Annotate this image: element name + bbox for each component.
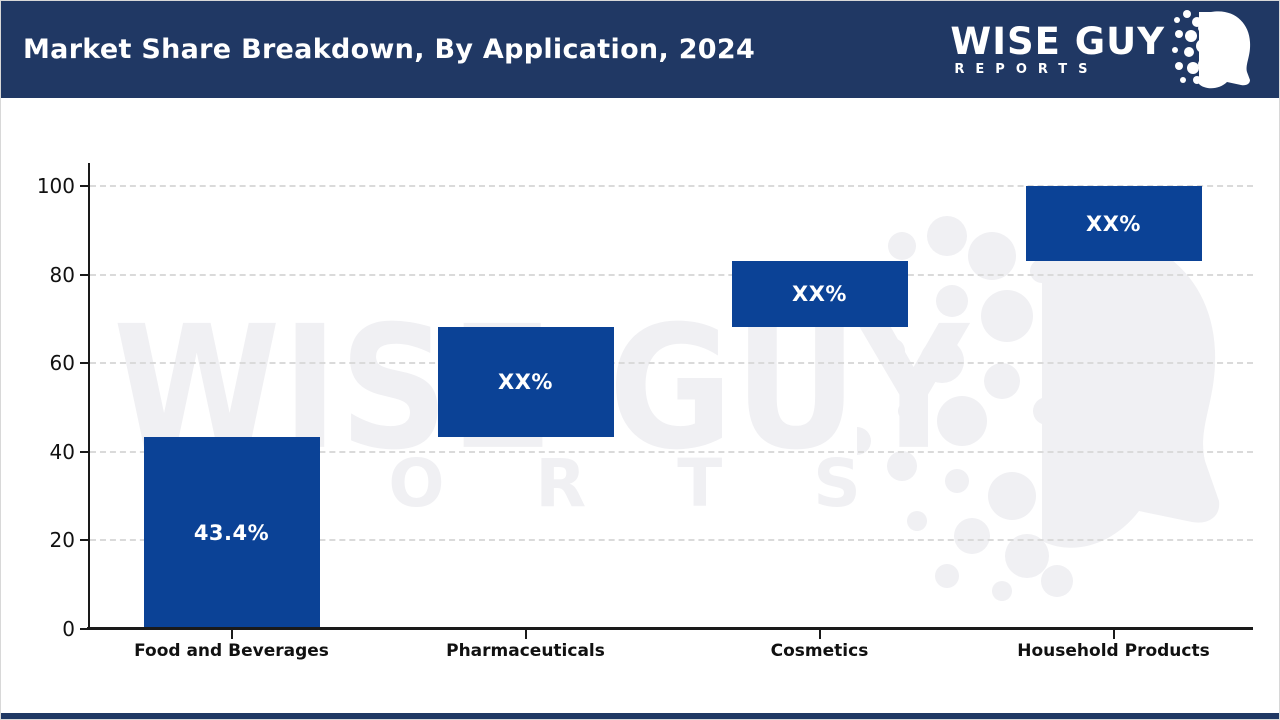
wiseguy-logo-text: WISE GUY REPORTS — [950, 23, 1165, 76]
y-tick-60 — [80, 362, 89, 365]
y-axis-line — [88, 163, 90, 630]
logo-brand-name: WISE GUY — [950, 20, 1165, 63]
x-category-label-household-products: Household Products — [1017, 641, 1210, 661]
y-tick-20 — [80, 539, 89, 542]
bar-value-label: XX% — [1086, 211, 1141, 236]
y-tick-label-40: 40 — [49, 439, 75, 464]
y-tick-100 — [80, 185, 89, 187]
header-bar: Market Share Breakdown, By Application, … — [1, 1, 1279, 98]
x-tick-2 — [524, 630, 527, 639]
logo-brand-subname: REPORTS — [954, 62, 1099, 77]
bar-household-products: XX% — [1025, 186, 1202, 262]
x-category-label-cosmetics: Cosmetics — [770, 641, 869, 661]
gridline-100 — [90, 185, 1253, 187]
y-tick-label-60: 60 — [49, 351, 75, 376]
y-tick-80 — [80, 273, 89, 276]
y-tick-label-0: 0 — [62, 617, 75, 641]
x-tick-3 — [818, 630, 821, 639]
page-title: Market Share Breakdown, By Application, … — [23, 34, 756, 65]
y-tick-0 — [80, 628, 89, 630]
y-tick-label-20: 20 — [49, 528, 75, 553]
x-tick-1 — [230, 630, 233, 639]
gridline-40 — [90, 450, 1253, 453]
wiseguy-head-icon — [1167, 6, 1253, 94]
bar-cosmetics: XX% — [731, 261, 908, 327]
bar-value-label: 43.4% — [193, 520, 270, 545]
footer-bar — [1, 713, 1279, 719]
y-tick-label-80: 80 — [49, 262, 75, 287]
x-axis-line — [87, 627, 1253, 630]
y-tick-label-100: 100 — [36, 174, 75, 198]
wiseguy-logo: WISE GUY REPORTS — [950, 6, 1253, 94]
bar-food-and-beverages: 43.4% — [143, 436, 320, 629]
watermark-head-icon — [843, 211, 1227, 615]
x-category-label-food-and-beverages: Food and Beverages — [134, 641, 329, 661]
watermark-text-line2: P O R T S — [249, 445, 895, 522]
y-tick-40 — [80, 450, 89, 453]
gridline-60 — [90, 362, 1253, 365]
x-category-label-pharmaceuticals: Pharmaceuticals — [446, 641, 605, 661]
gridline-20 — [90, 539, 1253, 542]
bar-value-label: XX% — [498, 369, 553, 394]
bar-pharmaceuticals: XX% — [437, 326, 614, 437]
gridline-80 — [90, 273, 1253, 276]
x-tick-4 — [1112, 630, 1115, 639]
bar-value-label: XX% — [792, 282, 847, 307]
